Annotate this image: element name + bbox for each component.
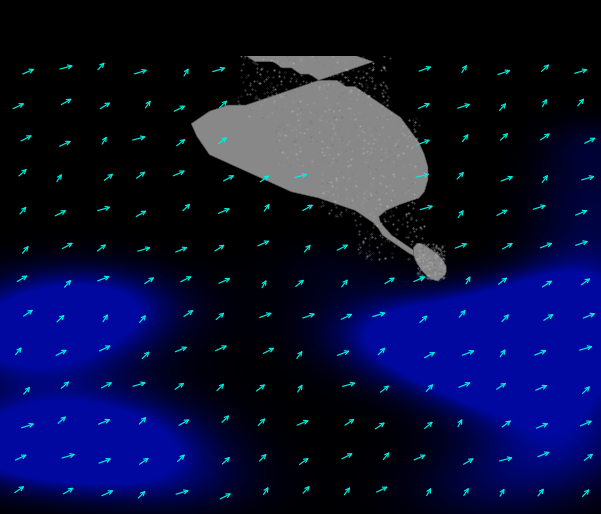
Polygon shape	[413, 243, 446, 281]
Text: Secondary Swell energy on Thursday 20 Mar at 2pm +05: Secondary Swell energy on Thursday 20 Ma…	[31, 9, 570, 28]
Polygon shape	[191, 56, 428, 263]
Text: Arrows show the wind wave direction: Arrows show the wind wave direction	[176, 37, 425, 50]
